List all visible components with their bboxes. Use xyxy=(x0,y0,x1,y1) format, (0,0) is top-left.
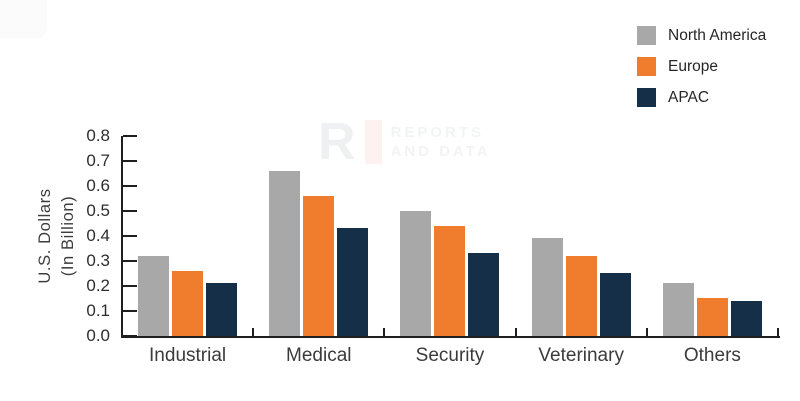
y-axis-tick xyxy=(123,160,137,162)
legend-item-apac: APAC xyxy=(637,88,766,107)
watermark-brand-line2: AND DATA xyxy=(390,143,491,160)
bar-industrial-north-america xyxy=(138,256,169,336)
x-axis-tick xyxy=(645,328,648,336)
legend-item-north-america: North America xyxy=(637,26,766,45)
x-axis-tick xyxy=(383,328,386,336)
bar-others-north-america xyxy=(662,283,694,336)
legend-swatch-north-america xyxy=(637,26,656,45)
bar-veterinary-apac xyxy=(599,273,631,336)
bar-others-europe xyxy=(696,298,728,336)
y-axis-tick-label: 0.1 xyxy=(86,301,110,320)
y-axis-tick-label: 0.5 xyxy=(86,201,110,220)
bar-industrial-europe xyxy=(172,271,203,336)
watermark-logo-r-icon: R xyxy=(318,113,356,171)
y-axis-tick xyxy=(123,310,137,312)
y-axis-tick-label: 0.8 xyxy=(86,126,110,145)
legend-label: Europe xyxy=(668,57,718,75)
corner-watermark-artifact xyxy=(0,0,47,38)
x-axis-tick xyxy=(777,328,779,336)
y-axis-tick xyxy=(123,335,137,337)
bar-others-apac xyxy=(730,301,762,336)
bar-veterinary-europe xyxy=(565,256,597,336)
bar-veterinary-north-america xyxy=(531,238,563,336)
bar-security-apac xyxy=(468,253,500,336)
bar-security-north-america xyxy=(400,211,432,336)
reports-and-data-watermark: R REPORTS AND DATA xyxy=(318,113,491,171)
x-axis-tick xyxy=(121,328,123,336)
y-axis-tick xyxy=(123,235,137,237)
y-axis-title-line1: U.S. Dollars xyxy=(36,188,54,284)
bar-medical-north-america xyxy=(269,171,301,336)
bar-medical-apac xyxy=(337,228,369,336)
bar-medical-europe xyxy=(303,196,335,336)
x-axis-line xyxy=(121,336,780,338)
y-axis-tick-label: 0.7 xyxy=(86,151,110,170)
x-axis-tick xyxy=(252,328,255,336)
x-axis-tick xyxy=(514,328,517,336)
y-axis-tick xyxy=(123,185,137,187)
x-axis-category-label-industrial: Industrial xyxy=(149,345,227,366)
y-axis-tick-label: 0.0 xyxy=(86,326,110,345)
x-axis-category-label-medical: Medical xyxy=(286,345,352,366)
y-axis-tick-label: 0.2 xyxy=(86,276,110,295)
x-axis-category-label-security: Security xyxy=(415,345,485,366)
y-axis-tick-label: 0.3 xyxy=(86,251,110,270)
y-axis-tick xyxy=(123,210,137,212)
y-axis-tick xyxy=(123,260,137,262)
x-axis-category-label-veterinary: Veterinary xyxy=(538,345,624,366)
legend: North America Europe APAC xyxy=(637,26,766,119)
watermark-brand-line1: REPORTS xyxy=(390,124,485,141)
bar-industrial-apac xyxy=(206,283,237,336)
y-axis-tick xyxy=(123,285,137,287)
y-axis-tick-label: 0.4 xyxy=(86,226,110,245)
watermark-logo-accent-bar xyxy=(364,120,382,164)
y-axis-tick-label: 0.6 xyxy=(86,176,110,195)
legend-item-europe: Europe xyxy=(637,57,766,76)
legend-label: APAC xyxy=(668,88,710,106)
watermark-brand-text: REPORTS AND DATA xyxy=(391,123,491,161)
legend-label: North America xyxy=(668,26,767,44)
bar-security-europe xyxy=(434,226,466,336)
legend-swatch-europe xyxy=(637,57,656,76)
legend-swatch-apac xyxy=(637,88,656,107)
y-axis-line xyxy=(121,136,123,338)
x-axis-category-label-others: Others xyxy=(683,345,741,366)
y-axis-tick xyxy=(123,135,137,137)
